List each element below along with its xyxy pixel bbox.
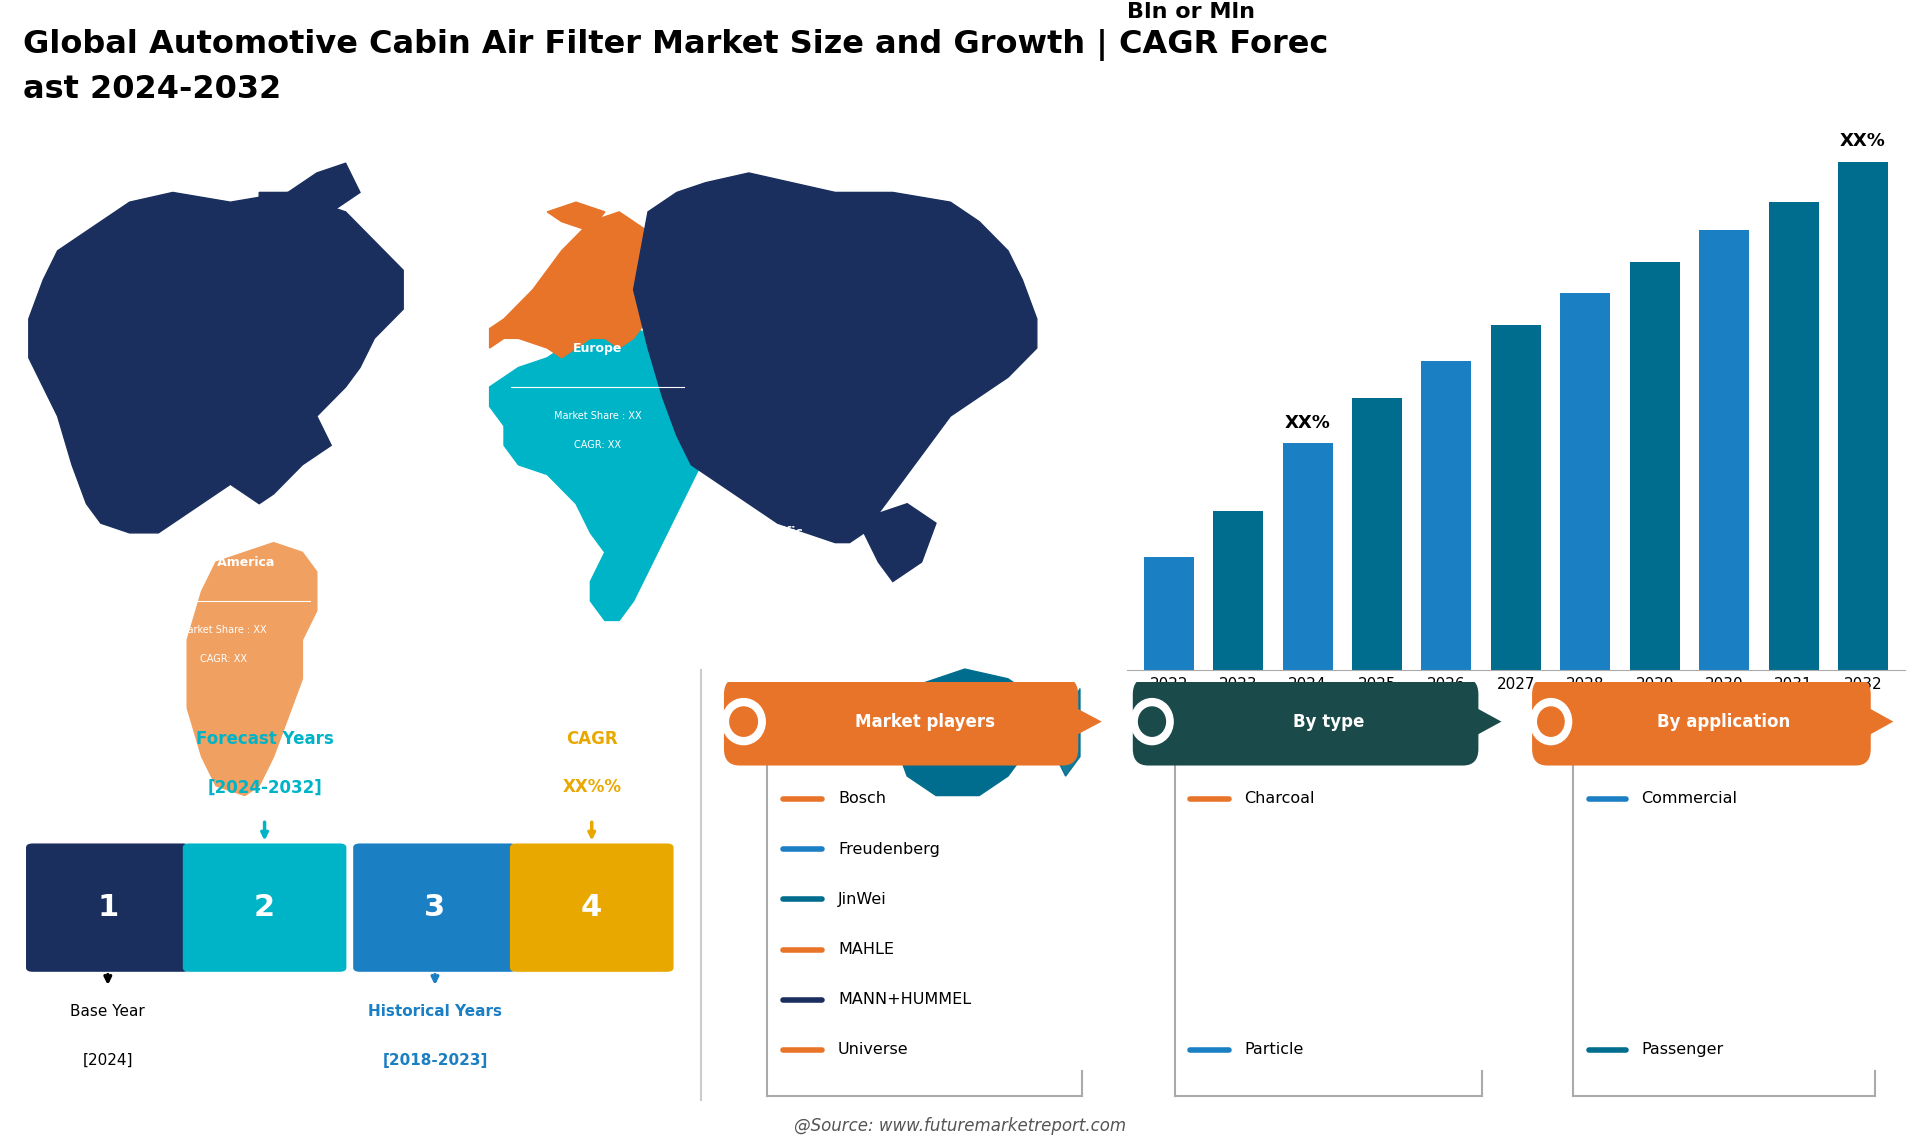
Text: Commercial: Commercial	[1642, 792, 1738, 807]
Circle shape	[1538, 707, 1565, 736]
Text: XX%: XX%	[1284, 414, 1331, 432]
Circle shape	[1139, 707, 1165, 736]
Polygon shape	[259, 163, 361, 212]
Text: MANN+HUMMEL: MANN+HUMMEL	[837, 992, 972, 1007]
Text: Forecast Years: Forecast Years	[196, 730, 334, 748]
Text: REPORT: REPORT	[1799, 107, 1824, 112]
Text: [2018-2023]: [2018-2023]	[382, 1052, 488, 1068]
FancyBboxPatch shape	[27, 843, 190, 972]
Circle shape	[1628, 38, 1774, 104]
Polygon shape	[634, 173, 1037, 542]
Text: By application: By application	[1657, 713, 1791, 731]
FancyBboxPatch shape	[1133, 677, 1478, 766]
Bar	[1283, 444, 1332, 670]
Circle shape	[1530, 699, 1572, 745]
Text: By type: By type	[1292, 713, 1365, 731]
Circle shape	[730, 707, 756, 736]
Text: 1: 1	[98, 893, 119, 923]
Text: Charcoal: Charcoal	[1244, 792, 1315, 807]
Text: Europe: Europe	[572, 342, 622, 354]
Text: 4: 4	[582, 893, 603, 923]
Text: Market Share : XX: Market Share : XX	[179, 626, 267, 635]
Bar	[1837, 162, 1887, 670]
Polygon shape	[893, 669, 1037, 795]
FancyBboxPatch shape	[353, 843, 516, 972]
Text: CAGR: XX: CAGR: XX	[739, 626, 787, 635]
Polygon shape	[490, 329, 735, 620]
Bar	[1352, 398, 1402, 670]
Text: @Source: www.futuremarketreport.com: @Source: www.futuremarketreport.com	[795, 1116, 1125, 1135]
FancyBboxPatch shape	[511, 843, 674, 972]
Text: Market Share : XX: Market Share : XX	[482, 683, 570, 693]
Polygon shape	[547, 202, 605, 231]
Polygon shape	[864, 504, 937, 581]
Text: CAGR: XX: CAGR: XX	[200, 654, 246, 665]
Bar	[1630, 261, 1680, 670]
Text: FMR: FMR	[1793, 54, 1830, 69]
FancyBboxPatch shape	[1532, 677, 1870, 766]
Bar	[1768, 203, 1818, 670]
Text: 2: 2	[253, 893, 275, 923]
Text: Passenger: Passenger	[1642, 1043, 1724, 1058]
Text: Historical Years: Historical Years	[369, 1004, 501, 1020]
Bar	[1699, 229, 1749, 670]
Text: Bosch: Bosch	[837, 792, 885, 807]
FancyBboxPatch shape	[182, 843, 346, 972]
Bar	[1490, 325, 1542, 670]
Text: Asia Pacific: Asia Pacific	[724, 526, 803, 540]
Text: CAGR: XX: CAGR: XX	[228, 878, 275, 888]
Text: North America: North America	[173, 556, 275, 568]
Bar	[1213, 511, 1263, 670]
Polygon shape	[29, 193, 403, 533]
Polygon shape	[1052, 689, 1079, 776]
FancyBboxPatch shape	[724, 677, 1079, 766]
Text: [2024-2032]: [2024-2032]	[207, 778, 323, 796]
Text: Global Automotive Cabin Air Filter Market Size and Growth | CAGR Forec: Global Automotive Cabin Air Filter Marke…	[23, 29, 1329, 61]
Text: South America: South America	[200, 794, 303, 807]
Circle shape	[1131, 699, 1173, 745]
Text: Market Share : XX: Market Share : XX	[720, 596, 806, 606]
Bar	[1561, 293, 1611, 670]
Polygon shape	[1050, 694, 1102, 748]
Text: Particle: Particle	[1244, 1043, 1304, 1058]
Text: Market players: Market players	[854, 713, 995, 731]
Text: XX%%: XX%%	[563, 778, 622, 796]
Text: CAGR: XX: CAGR: XX	[574, 440, 620, 450]
Text: MAHLE: MAHLE	[837, 942, 895, 957]
Bar	[1421, 361, 1471, 670]
Text: FUTURE MARKET: FUTURE MARKET	[1786, 91, 1837, 95]
Text: 3: 3	[424, 893, 445, 923]
Text: Automotive Cabin Air Filter
Market Size Growth In
Bln or Mln: Automotive Cabin Air Filter Market Size …	[1127, 0, 1469, 22]
Text: ast 2024-2032: ast 2024-2032	[23, 74, 282, 105]
Text: XX%: XX%	[1839, 132, 1885, 150]
Bar	[1144, 557, 1194, 670]
Text: Market Share : XX: Market Share : XX	[553, 411, 641, 422]
Text: MEA: MEA	[511, 614, 541, 627]
Polygon shape	[186, 542, 317, 795]
Text: Universe: Universe	[837, 1043, 908, 1058]
Text: CAGR: XX: CAGR: XX	[503, 713, 549, 723]
Text: [2024]: [2024]	[83, 1052, 132, 1068]
Circle shape	[722, 699, 766, 745]
Text: CAGR: CAGR	[566, 730, 618, 748]
Polygon shape	[1452, 694, 1501, 748]
Polygon shape	[490, 212, 678, 358]
Text: FMR: FMR	[1688, 66, 1715, 76]
Text: JinWei: JinWei	[837, 892, 887, 906]
Polygon shape	[1845, 694, 1893, 748]
Text: Freudenberg: Freudenberg	[837, 841, 941, 857]
Text: Market Share : XX: Market Share : XX	[207, 849, 296, 858]
Text: Base Year: Base Year	[71, 1004, 146, 1020]
